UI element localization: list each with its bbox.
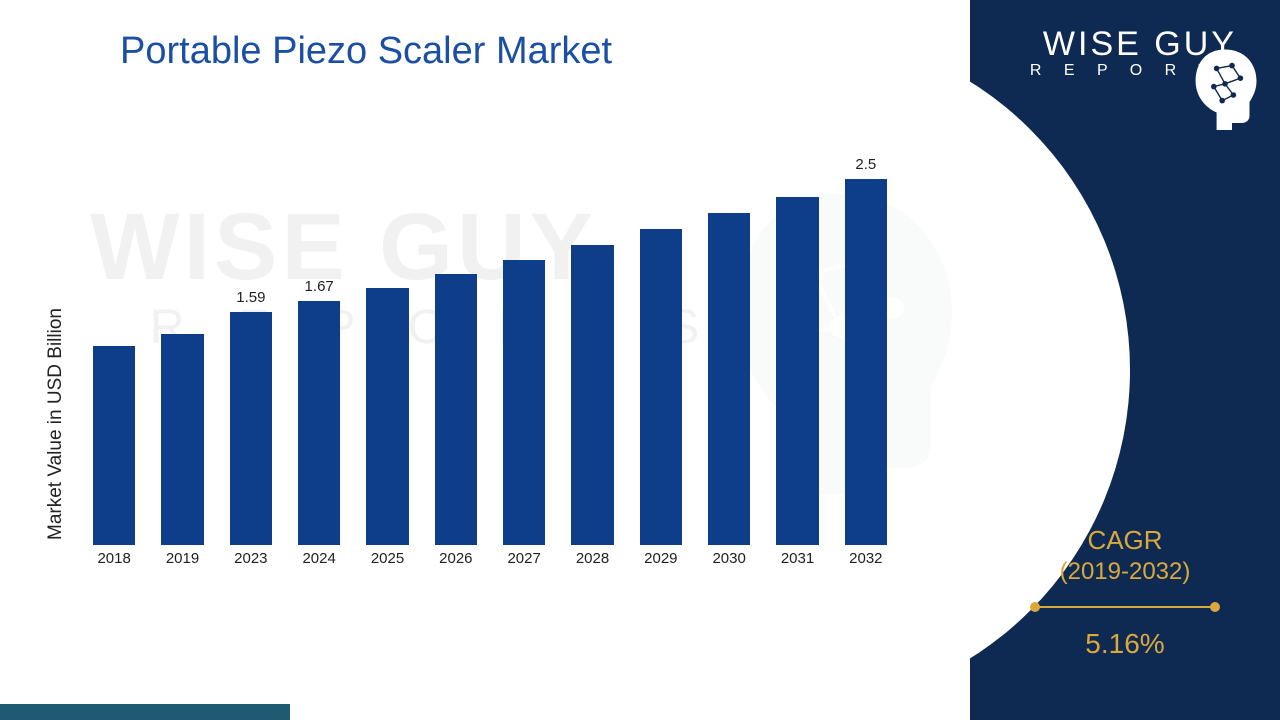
bar-value-label: 1.67 [305, 278, 334, 295]
bar [161, 334, 203, 545]
cagr-period: (2019-2032) [1025, 558, 1225, 586]
bar [776, 197, 818, 545]
x-tick-label: 2028 [576, 550, 609, 567]
bottom-accent-bar [0, 704, 290, 720]
bar-value-label: 2.5 [855, 156, 876, 173]
bar [708, 213, 750, 545]
brand-logo: WISE GUY R E P O R T S [1030, 25, 1250, 80]
bar [230, 312, 272, 545]
cagr-divider [1035, 606, 1215, 608]
bar [366, 288, 408, 545]
x-tick-label: 2027 [507, 550, 540, 567]
bar [503, 260, 545, 545]
cagr-value: 5.16% [1025, 628, 1225, 660]
bar [435, 274, 477, 545]
x-tick-label: 2029 [644, 550, 677, 567]
x-tick-label: 2018 [97, 550, 130, 567]
bar [571, 245, 613, 545]
logo-head-icon [1190, 43, 1260, 133]
y-axis-label: Market Value in USD Billion [45, 308, 67, 540]
x-tick-label: 2032 [849, 550, 882, 567]
bar-chart: 1.59 1.67 2.5 2018 2019 2023 2024 2025 2026 2027… [80, 150, 900, 570]
bar [640, 229, 682, 545]
chart-title: Portable Piezo Scaler Market [120, 30, 612, 73]
x-tick-label: 2030 [712, 550, 745, 567]
x-tick-label: 2026 [439, 550, 472, 567]
x-tick-label: 2024 [302, 550, 335, 567]
x-tick-label: 2031 [781, 550, 814, 567]
bar [845, 179, 887, 545]
cagr-title: CAGR [1025, 525, 1225, 556]
plot-area: 1.59 1.67 2.5 [80, 150, 900, 545]
x-tick-label: 2019 [166, 550, 199, 567]
bar [93, 346, 135, 545]
x-tick-label: 2025 [371, 550, 404, 567]
chart-canvas: WISE GUY R E P O R T S Portable Piezo Sc… [0, 0, 1280, 720]
bar [298, 301, 340, 545]
x-tick-label: 2023 [234, 550, 267, 567]
cagr-box: CAGR (2019-2032) 5.16% [1025, 525, 1225, 660]
bar-value-label: 1.59 [236, 289, 265, 306]
